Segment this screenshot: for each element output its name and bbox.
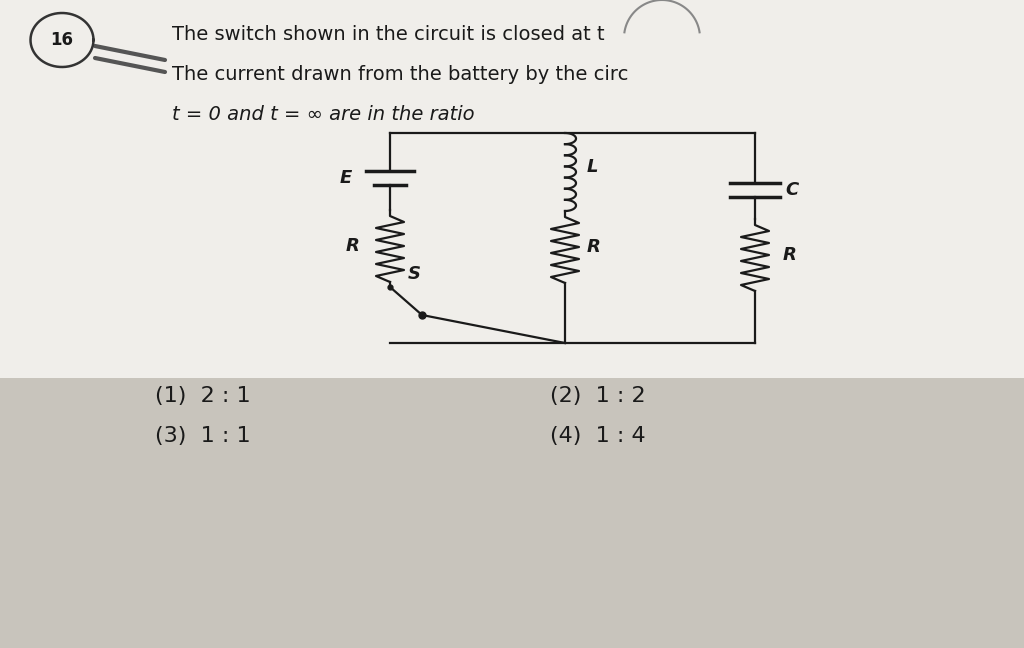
Text: (4)  1 : 4: (4) 1 : 4 — [550, 426, 645, 446]
Text: (3)  1 : 1: (3) 1 : 1 — [155, 426, 251, 446]
FancyBboxPatch shape — [0, 0, 1024, 378]
Text: R: R — [783, 246, 797, 264]
Text: C: C — [785, 181, 799, 199]
Text: The switch shown in the circuit is closed at t: The switch shown in the circuit is close… — [172, 25, 604, 45]
Text: The current drawn from the battery by the circ: The current drawn from the battery by th… — [172, 65, 629, 84]
Text: S: S — [408, 265, 421, 283]
Text: L: L — [587, 158, 598, 176]
Text: (1)  2 : 1: (1) 2 : 1 — [155, 386, 251, 406]
Text: R: R — [587, 238, 601, 256]
Text: E: E — [340, 169, 352, 187]
Text: 16: 16 — [50, 31, 74, 49]
Text: R: R — [346, 237, 360, 255]
Text: (2)  1 : 2: (2) 1 : 2 — [550, 386, 645, 406]
Text: t = 0 and t = ∞ are in the ratio: t = 0 and t = ∞ are in the ratio — [172, 106, 474, 124]
